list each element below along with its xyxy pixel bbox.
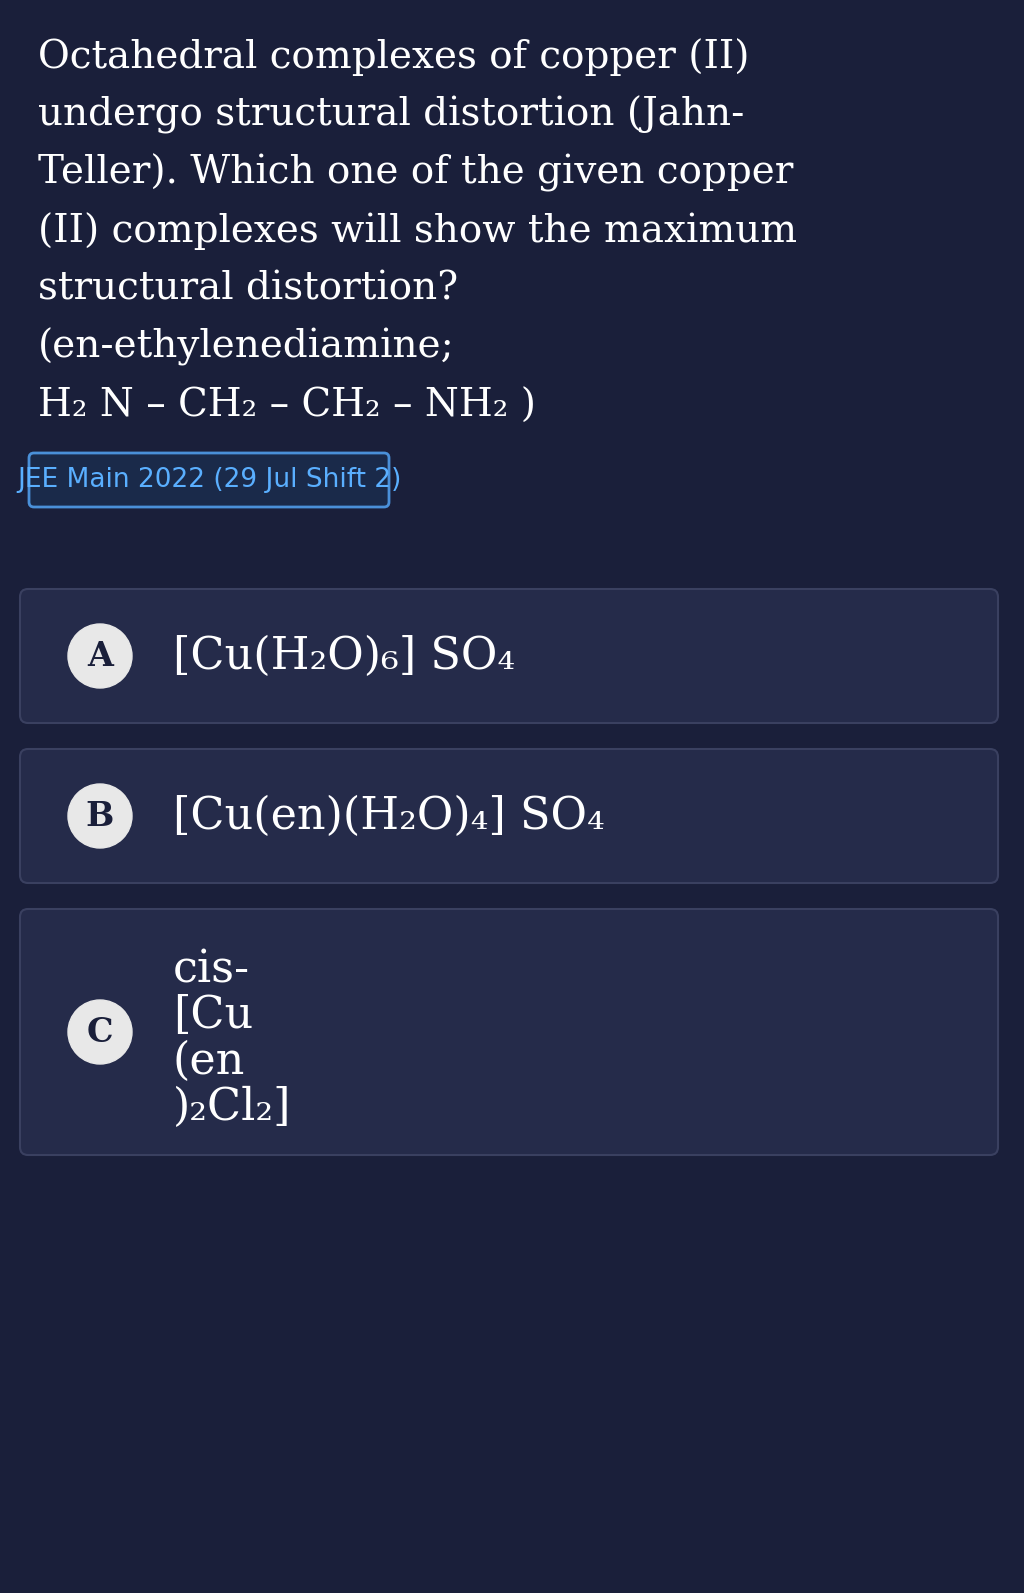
Text: C: C bbox=[87, 1015, 114, 1048]
Text: (en-ethylenediamine;: (en-ethylenediamine; bbox=[38, 328, 455, 366]
Text: undergo structural distortion (Jahn-: undergo structural distortion (Jahn- bbox=[38, 96, 744, 134]
Text: Octahedral complexes of copper (II): Octahedral complexes of copper (II) bbox=[38, 38, 750, 76]
Circle shape bbox=[68, 1000, 132, 1064]
Text: H₂ N – CH₂ – CH₂ – NH₂ ): H₂ N – CH₂ – CH₂ – NH₂ ) bbox=[38, 389, 536, 425]
Text: structural distortion?: structural distortion? bbox=[38, 269, 458, 307]
Text: (en: (en bbox=[173, 1040, 246, 1083]
Text: A: A bbox=[87, 639, 113, 672]
FancyBboxPatch shape bbox=[29, 452, 389, 507]
Text: [Cu(H₂O)₆] SO₄: [Cu(H₂O)₆] SO₄ bbox=[173, 634, 515, 677]
Text: [Cu(en)(H₂O)₄] SO₄: [Cu(en)(H₂O)₄] SO₄ bbox=[173, 795, 605, 838]
Text: [Cu: [Cu bbox=[173, 994, 253, 1037]
FancyBboxPatch shape bbox=[20, 749, 998, 883]
Circle shape bbox=[68, 784, 132, 847]
Text: (II) complexes will show the maximum: (II) complexes will show the maximum bbox=[38, 212, 797, 250]
Text: )₂Cl₂]: )₂Cl₂] bbox=[173, 1086, 292, 1129]
Text: cis-: cis- bbox=[173, 948, 250, 991]
FancyBboxPatch shape bbox=[20, 589, 998, 723]
Text: B: B bbox=[86, 800, 115, 833]
Circle shape bbox=[68, 624, 132, 688]
Text: JEE Main 2022 (29 Jul Shift 2): JEE Main 2022 (29 Jul Shift 2) bbox=[16, 467, 401, 492]
Text: Teller). Which one of the given copper: Teller). Which one of the given copper bbox=[38, 155, 794, 193]
FancyBboxPatch shape bbox=[20, 910, 998, 1155]
